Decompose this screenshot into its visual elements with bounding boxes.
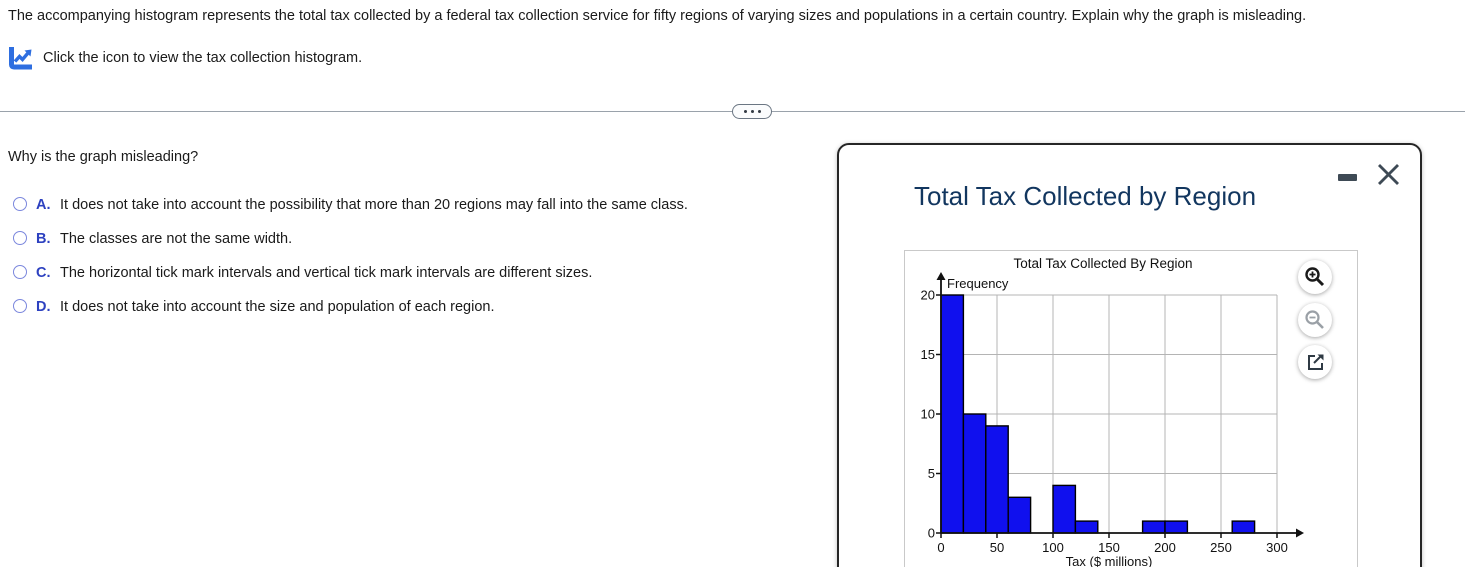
divider-toggle-button[interactable]: [732, 104, 772, 119]
radio-button-c[interactable]: [13, 265, 27, 279]
option-d-text: It does not take into account the size a…: [60, 299, 495, 315]
option-c[interactable]: C. The horizontal tick mark intervals an…: [13, 263, 688, 283]
chart-panel: Total Tax Collected By Region 0 50 100 150 2…: [904, 250, 1358, 567]
svg-text:5: 5: [928, 466, 935, 481]
histogram-popup-window: Total Tax Collected by Region Total Tax …: [837, 143, 1422, 567]
svg-text:50: 50: [990, 540, 1004, 555]
svg-text:15: 15: [921, 347, 935, 362]
chart-title: Total Tax Collected By Region: [1013, 256, 1193, 271]
zoom-out-icon: [1305, 310, 1324, 329]
zoom-out-button[interactable]: [1298, 303, 1332, 337]
svg-text:100: 100: [1042, 540, 1064, 555]
open-in-new-icon: [1308, 354, 1324, 370]
option-b[interactable]: B. The classes are not the same width.: [13, 229, 688, 249]
popup-title: Total Tax Collected by Region: [914, 181, 1257, 211]
close-button[interactable]: [1376, 162, 1401, 187]
svg-text:0: 0: [937, 540, 944, 555]
open-in-new-window-button[interactable]: [1298, 345, 1332, 379]
svg-text:250: 250: [1210, 540, 1232, 555]
radio-button-d[interactable]: [13, 299, 27, 313]
svg-text:150: 150: [1098, 540, 1120, 555]
minimize-button[interactable]: [1338, 174, 1357, 181]
option-a[interactable]: A. It does not take into account the pos…: [13, 195, 688, 215]
svg-text:0: 0: [928, 526, 935, 541]
option-a-letter: A.: [36, 197, 51, 213]
question-prompt: The accompanying histogram represents th…: [8, 8, 1307, 24]
option-d-letter: D.: [36, 299, 51, 315]
ellipsis-dot: [750, 110, 754, 113]
svg-text:20: 20: [921, 288, 935, 303]
radio-button-b[interactable]: [13, 231, 27, 245]
option-a-text: It does not take into account the possib…: [60, 197, 688, 213]
ellipsis-dot: [757, 110, 761, 113]
line-chart-icon[interactable]: [8, 46, 33, 70]
option-d[interactable]: D. It does not take into account the siz…: [13, 297, 688, 317]
svg-text:200: 200: [1154, 540, 1176, 555]
close-icon: [1378, 164, 1399, 185]
zoom-in-button[interactable]: [1298, 260, 1332, 294]
svg-text:300: 300: [1266, 540, 1288, 555]
svg-text:Frequency: Frequency: [947, 276, 1009, 291]
icon-caption: Click the icon to view the tax collectio…: [43, 50, 363, 66]
svg-text:10: 10: [921, 407, 935, 422]
question-text: Why is the graph misleading?: [8, 149, 199, 165]
answer-options: A. It does not take into account the pos…: [13, 195, 688, 331]
radio-button-a[interactable]: [13, 197, 27, 211]
svg-text:Tax ($ millions): Tax ($ millions): [1066, 554, 1153, 567]
option-c-text: The horizontal tick mark intervals and v…: [60, 265, 593, 281]
ellipsis-dot: [743, 110, 747, 113]
histogram-chart: 0 50 100 150 200 250 300 0 5 10 15 20 Frequency Tax (…: [921, 272, 1304, 567]
option-b-letter: B.: [36, 231, 51, 247]
option-c-letter: C.: [36, 265, 51, 281]
histogram-icon-row: Click the icon to view the tax collectio…: [8, 46, 362, 70]
option-b-text: The classes are not the same width.: [60, 231, 293, 247]
zoom-in-icon: [1305, 267, 1325, 287]
